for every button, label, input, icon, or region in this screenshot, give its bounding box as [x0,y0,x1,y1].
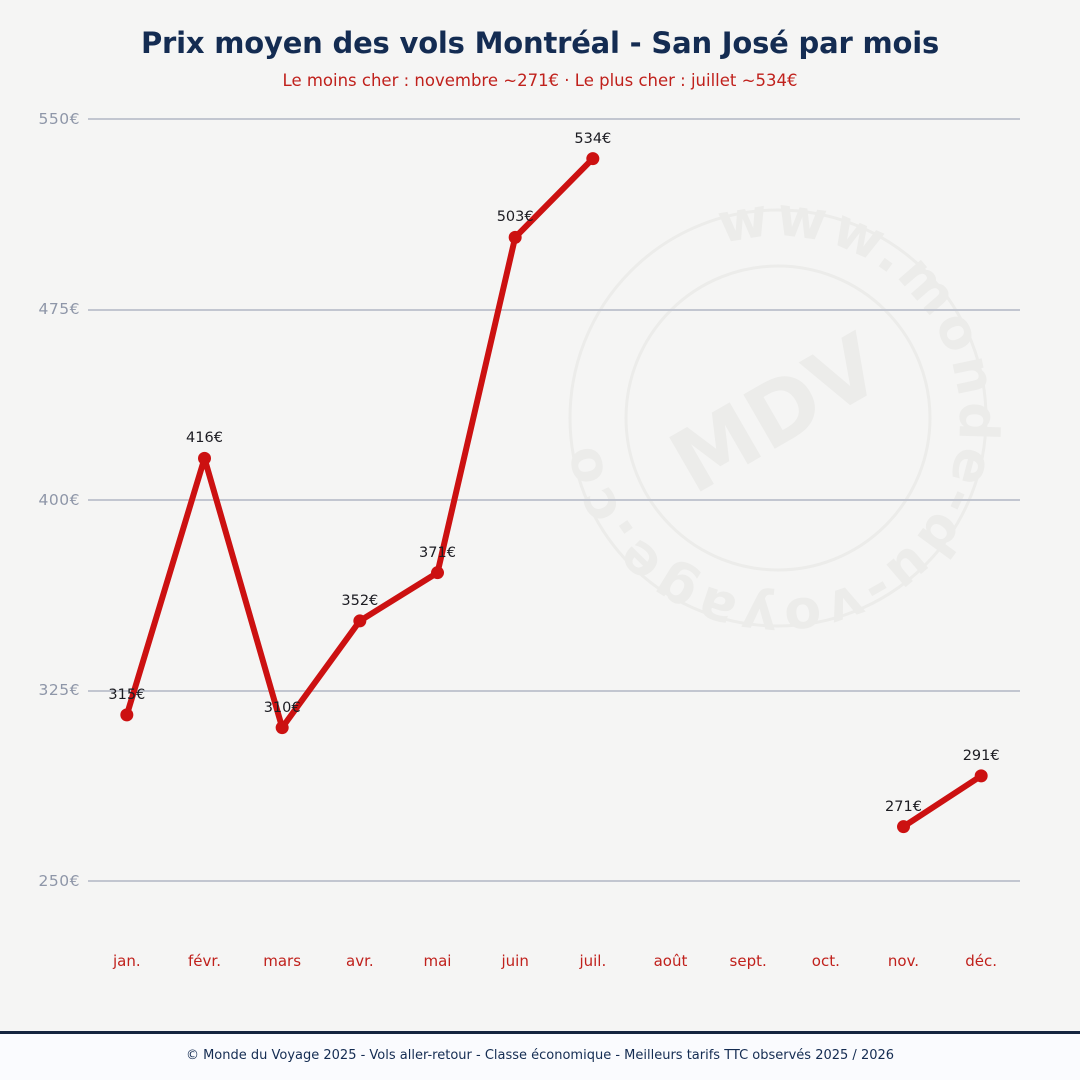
x-tick-label: févr. [188,952,221,970]
data-point-label: 291€ [962,747,1000,764]
gridline-250 [88,880,1020,882]
x-axis-labels: jan. févr. mars avr. mai juin juil. août sept. oc… [88,952,1020,982]
y-tick-475: 475€ [38,300,80,318]
data-point-label: 315€ [108,686,146,703]
data-point-marker [198,451,211,465]
data-point-label: 310€ [263,699,301,716]
x-tick-label: déc. [965,952,998,970]
x-tick-label: oct. [811,952,840,970]
data-point-marker [275,721,289,735]
x-tick-label: août [653,952,688,970]
data-point-label: 371€ [419,544,456,561]
x-tick-label: nov. [887,952,920,970]
gridline-325 [88,689,1020,692]
x-tick-label: avr. [346,952,374,970]
data-point-marker [431,566,444,580]
x-tick-label: juin [501,952,529,970]
data-point-marker [974,769,988,783]
x-tick-label: mars [263,952,302,970]
footer-caption: © Monde du Voyage 2025 - Vols aller-reto… [185,1048,895,1063]
y-tick-400: 400€ [38,491,80,509]
y-tick-550: 550€ [38,110,80,128]
footer-divider [0,1031,1080,1034]
data-point-label: 416€ [186,430,223,447]
page-title: Prix moyen des vols Montréal - San José … [140,26,940,60]
data-point-marker [353,614,367,628]
data-point-label: 271€ [885,798,922,815]
data-point-label: 352€ [341,592,379,609]
data-point-label: 534€ [574,130,612,147]
data-point-marker [897,820,910,834]
data-point-marker [586,152,600,166]
chart-subtitle: Le moins cher : novembre ~271€ · Le plus… [282,71,798,90]
y-tick-250: 250€ [38,872,80,890]
gridline-550 [88,118,1020,120]
series-line-layer [120,152,988,834]
x-tick-label: jan. [113,952,141,970]
data-point-marker [508,230,522,244]
chart-header: Prix moyen des vols Montréal - San José … [0,0,1080,90]
footer-band [0,1034,1080,1080]
y-tick-325: 325€ [38,681,80,699]
price-series [120,152,988,834]
gridline-475 [88,308,1020,311]
point-label-layer: 315€ 416€ 310€ 352€ 371€ 503€ 534€ 271€ 291€ [88,118,1020,880]
x-tick-label: sept. [729,952,767,970]
plot-area: 315€ 416€ 310€ 352€ 371€ 503€ 534€ 271€ 291€ [88,118,1020,882]
data-point-label: 503€ [496,209,534,226]
data-point-marker [120,708,134,722]
x-tick-label: mai [423,952,452,970]
series-polyline [900,772,985,830]
x-tick-label: juil. [579,952,607,970]
gridline-400 [88,499,1020,501]
